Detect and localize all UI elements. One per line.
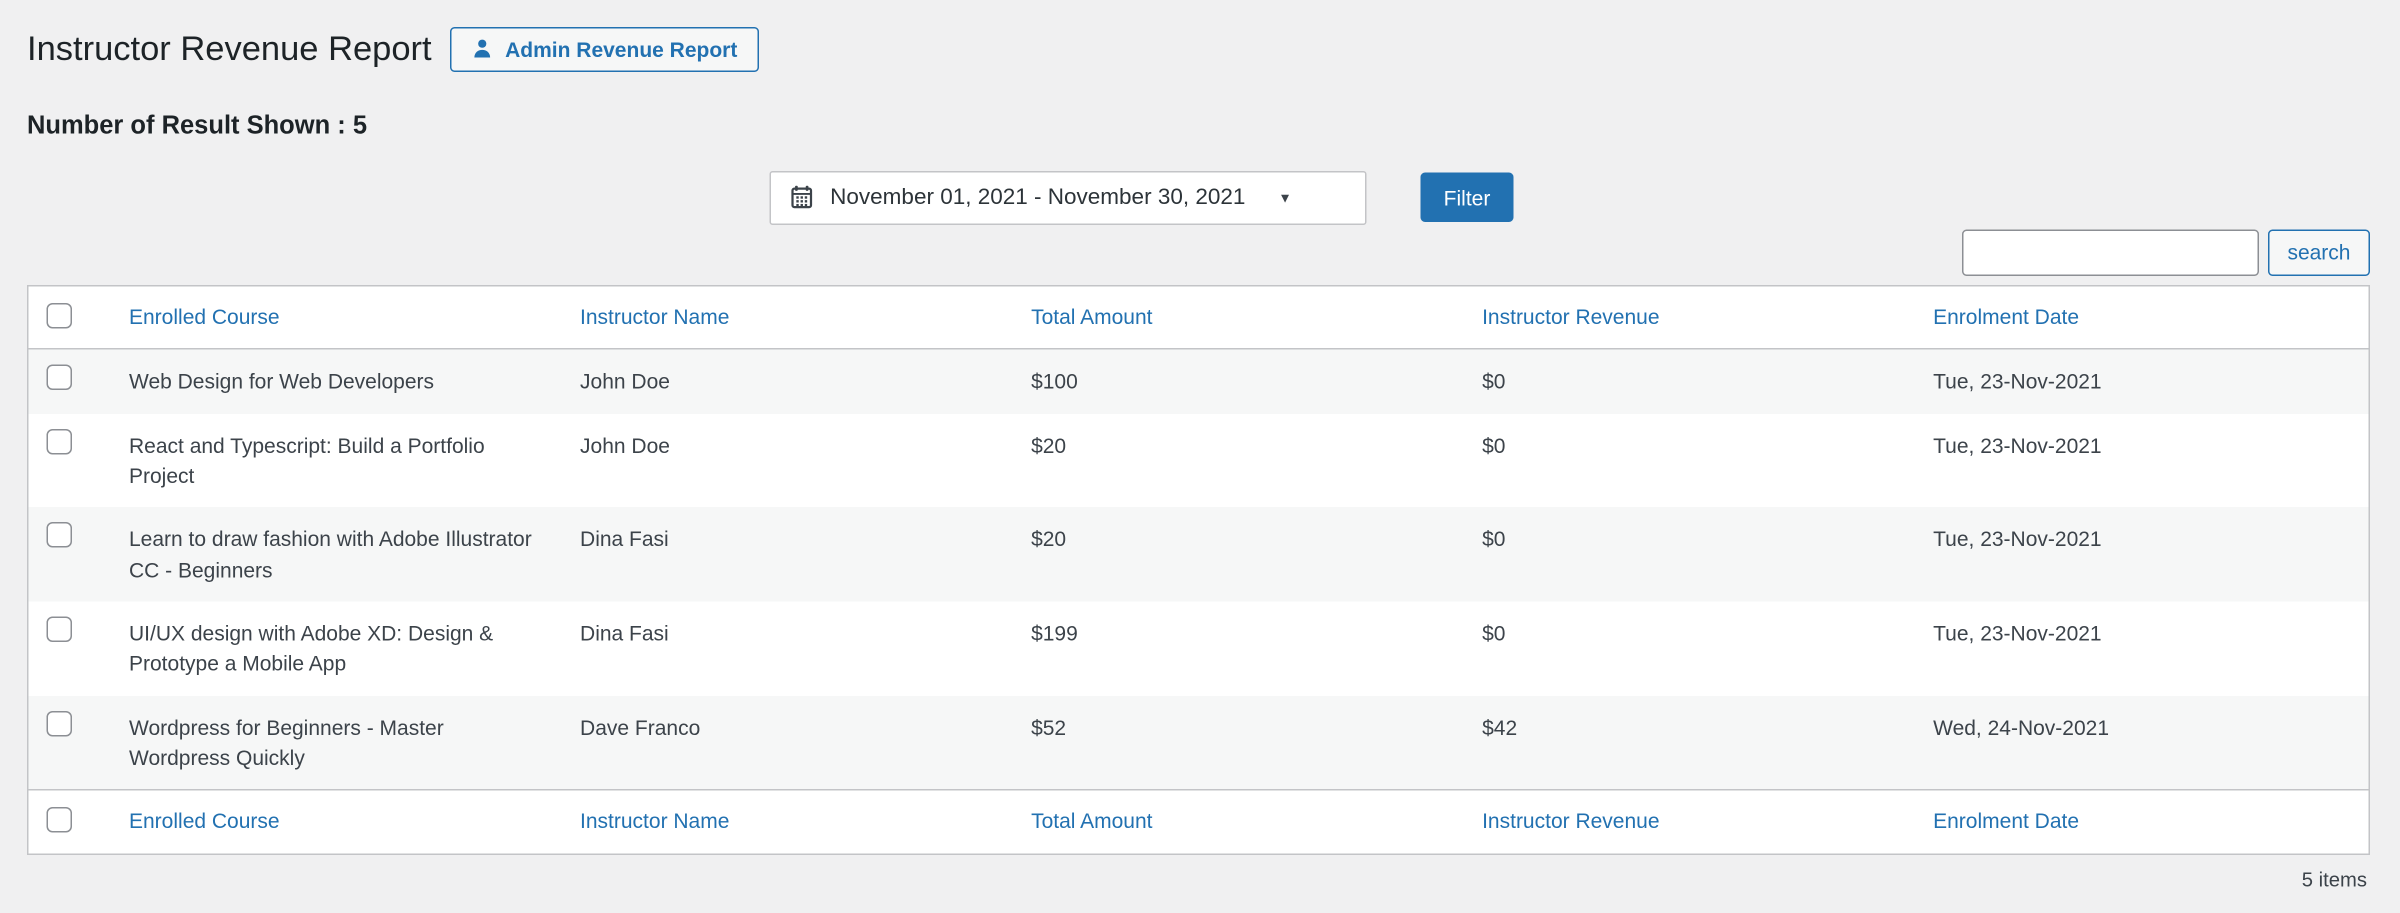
row-select-cell [28,414,114,508]
column-header-enrolment-date[interactable]: Enrolment Date [1918,790,2369,854]
cell-instructor-name: John Doe [580,369,670,394]
column-header-link[interactable]: Instructor Name [580,808,730,833]
column-header-total-amount[interactable]: Total Amount [1016,790,1467,854]
column-header-instructor-name[interactable]: Instructor Name [565,286,1016,350]
column-header-link[interactable]: Instructor Name [580,304,730,329]
column-header-link[interactable]: Instructor Revenue [1482,304,1660,329]
table-head: Enrolled Course Instructor Name Total Amou… [27,286,2370,350]
cell-total-amount: $20 [1031,527,1067,552]
cell-instructor-revenue: $0 [1482,433,1506,458]
cell-total-amount: $100 [1031,369,1078,394]
cell-instructor-name: John Doe [580,433,670,458]
row-select-cell [28,349,114,413]
column-header-instructor-revenue[interactable]: Instructor Revenue [1467,790,1918,854]
calendar-icon [790,185,816,211]
column-header-total-amount[interactable]: Total Amount [1016,286,1467,350]
cell-instructor-revenue: $0 [1482,527,1506,552]
table-row: Learn to draw fashion with Adobe Illustr… [27,507,2370,602]
cell-enrolment-date: Tue, 23-Nov-2021 [1933,433,2102,458]
cell-total-amount: $52 [1031,714,1067,739]
page-header: Instructor Revenue Report Admin Revenue … [27,21,2370,78]
filter-button[interactable]: Filter [1421,173,1513,223]
select-all-cell [28,286,114,350]
table-body: Web Design for Web Developers John Doe $… [27,349,2370,790]
row-checkbox[interactable] [46,522,72,549]
row-checkbox[interactable] [46,616,72,642]
select-all-checkbox-bottom[interactable] [46,807,72,833]
select-all-checkbox[interactable] [46,302,72,329]
column-header-enrolled-course[interactable]: Enrolled Course [114,790,565,854]
table-header-row: Enrolled Course Instructor Name Total Amou… [27,286,2370,350]
date-range-value: November 01, 2021 - November 30, 2021 [830,185,1246,211]
admin-revenue-report-button[interactable]: Admin Revenue Report [449,26,759,72]
cell-total-amount: $199 [1031,620,1078,645]
table-foot: Enrolled Course Instructor Name Total Amou… [27,789,2370,854]
column-header-enrolment-date[interactable]: Enrolment Date [1918,286,2369,350]
column-header-link[interactable]: Enrolment Date [1933,808,2080,833]
person-icon [471,38,494,61]
cell-enrolled-course: UI/UX design with Adobe XD: Design & Pro… [129,620,494,676]
date-range-picker[interactable]: November 01, 2021 - November 30, 2021 ▼ [770,170,1368,225]
cell-instructor-revenue: $42 [1482,714,1518,739]
table-row: React and Typescript: Build a Portfolio … [28,414,2370,508]
cell-enrolment-date: Tue, 23-Nov-2021 [1933,527,2102,552]
select-all-cell-bottom [28,790,114,854]
cell-enrolment-date: Tue, 23-Nov-2021 [1933,369,2102,394]
column-header-link[interactable]: Total Amount [1031,304,1153,329]
table-footer-row: Enrolled Course Instructor Name Total Amou… [27,789,2370,854]
table-row: Web Design for Web Developers John Doe $… [27,349,2370,414]
admin-revenue-report-label: Admin Revenue Report [505,37,738,62]
row-select-cell [28,508,114,602]
cell-instructor-name: Dina Fasi [580,527,669,552]
cell-enrolled-course: Wordpress for Beginners - Master Wordpre… [129,714,444,770]
column-header-link[interactable]: Instructor Revenue [1482,808,1660,833]
search-bar: search [27,229,2370,276]
row-checkbox[interactable] [46,710,72,736]
filter-bar: November 01, 2021 - November 30, 2021 ▼ … [0,170,2313,225]
cell-total-amount: $20 [1031,433,1067,458]
cell-instructor-revenue: $0 [1482,620,1506,645]
page-title: Instructor Revenue Report [27,28,432,68]
row-checkbox[interactable] [46,428,72,455]
search-input[interactable] [1961,229,2259,276]
column-header-link[interactable]: Enrolment Date [1933,304,2080,329]
result-count-heading: Number of Result Shown : 5 [27,110,368,140]
chevron-down-icon: ▼ [1278,190,1292,206]
column-header-link[interactable]: Enrolled Course [129,808,280,833]
table-row: UI/UX design with Adobe XD: Design & Pro… [28,601,2370,695]
search-button[interactable]: search [2267,229,2370,276]
cell-enrolment-date: Wed, 24-Nov-2021 [1933,714,2109,739]
items-count: 5 items [2301,868,2367,891]
table-row: Wordpress for Beginners - Master Wordpre… [27,695,2370,790]
cell-enrolled-course: Web Design for Web Developers [129,369,435,394]
row-select-cell [28,695,114,790]
row-select-cell [28,601,114,695]
cell-enrolment-date: Tue, 23-Nov-2021 [1933,620,2102,645]
column-header-link[interactable]: Total Amount [1031,808,1153,833]
table-nav-bottom: 5 items [27,855,2370,905]
column-header-instructor-name[interactable]: Instructor Name [565,790,1016,854]
cell-enrolled-course: Learn to draw fashion with Adobe Illustr… [129,527,532,582]
cell-enrolled-course: React and Typescript: Build a Portfolio … [129,433,485,488]
cell-instructor-revenue: $0 [1482,369,1506,394]
revenue-table: Enrolled Course Instructor Name Total Amou… [27,284,2370,855]
column-header-link[interactable]: Enrolled Course [129,304,280,329]
row-checkbox[interactable] [46,365,72,391]
cell-instructor-name: Dave Franco [580,714,701,739]
cell-instructor-name: Dina Fasi [580,620,669,645]
column-header-instructor-revenue[interactable]: Instructor Revenue [1467,286,1918,350]
column-header-enrolled-course[interactable]: Enrolled Course [114,286,565,350]
